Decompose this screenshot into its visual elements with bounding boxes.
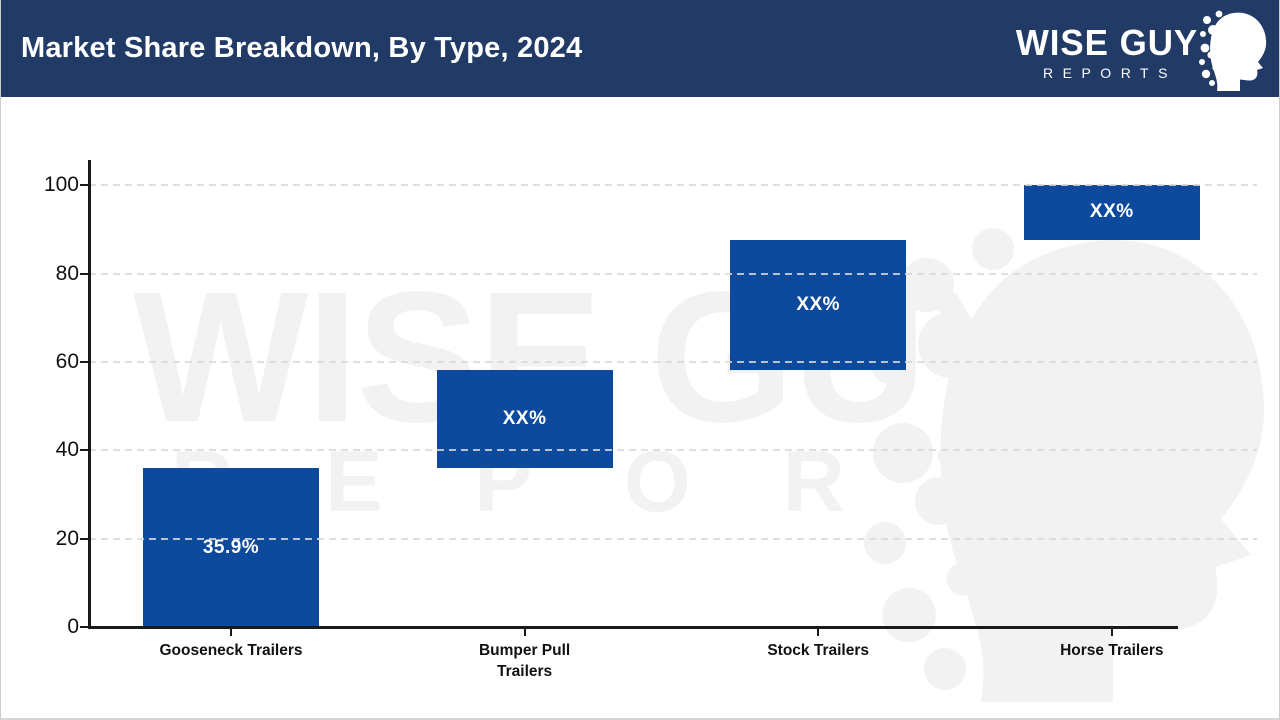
y-tick-label: 80 — [55, 261, 79, 285]
y-axis-tick — [80, 626, 89, 628]
bar-value-label: 35.9% — [202, 536, 260, 558]
bar-segment: XX% — [436, 369, 613, 469]
x-axis-line — [88, 626, 1178, 629]
waterfall-chart: WISE GUY REPORTS 35.9% XX% XX% XX% 0 20 40 60 8… — [1, 97, 1279, 718]
y-gridline — [89, 449, 1257, 452]
dotted-head-profile-icon — [1199, 10, 1267, 91]
y-tick-label: 40 — [55, 438, 79, 462]
category-label: Gooseneck Trailers — [159, 642, 303, 659]
logo-subtitle-text: REPORTS — [1043, 65, 1177, 81]
y-tick-label: 20 — [55, 526, 79, 550]
y-axis-tick — [80, 272, 89, 275]
x-axis-tick — [230, 628, 232, 636]
x-axis-tick — [1110, 628, 1113, 636]
bar-segment: XX% — [730, 240, 907, 370]
y-tick-label: 0 — [67, 615, 79, 638]
logo-wordmark: WISE GUY REPORTS — [1013, 22, 1201, 81]
wiseguy-logo: WISE GUY REPORTS — [1016, 4, 1269, 94]
y-gridline — [89, 537, 1257, 540]
y-tick-label: 100 — [43, 173, 79, 197]
header-banner: Market Share Breakdown, By Type, 2024 WI… — [1, 0, 1279, 97]
y-axis-tick — [80, 360, 89, 363]
category-label: Bumper Pull Trailers — [478, 642, 571, 680]
y-tick-label: 60 — [55, 349, 79, 373]
chart-title: Market Share Breakdown, By Type, 2024 — [21, 32, 583, 64]
bar-segment: 35.9% — [143, 468, 319, 627]
logo-wordmark-text: WISE GUY — [1015, 22, 1199, 63]
bar-value-label: XX% — [502, 408, 547, 430]
y-axis-line — [88, 160, 91, 629]
bar-value-label: XX% — [1089, 201, 1134, 223]
bar-value-label: XX% — [796, 294, 841, 316]
y-axis-tick — [80, 184, 89, 187]
x-axis-tick — [817, 628, 820, 636]
y-gridline — [89, 272, 1257, 275]
y-gridline — [89, 184, 1257, 187]
y-axis-tick — [80, 449, 89, 452]
bar-segment: XX% — [1023, 185, 1200, 240]
y-axis-tick — [80, 537, 89, 540]
category-label: Horse Trailers — [1060, 642, 1164, 659]
y-gridline — [89, 360, 1257, 363]
x-axis-tick — [523, 628, 526, 636]
category-label: Stock Trailers — [767, 642, 870, 659]
